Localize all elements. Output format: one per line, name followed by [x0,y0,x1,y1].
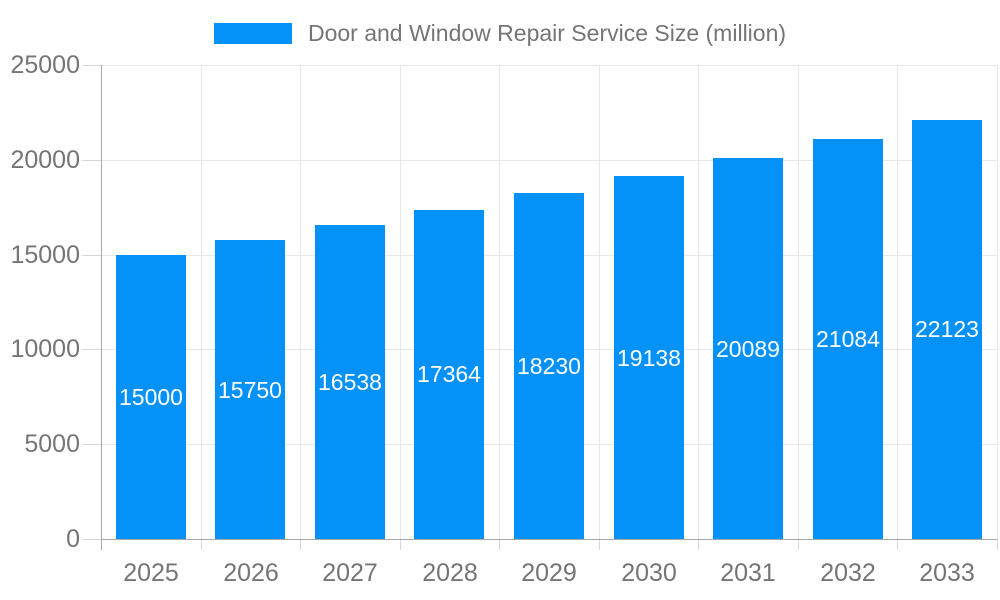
x-tick-1 [201,539,202,550]
bar-2027[interactable] [315,225,385,539]
bar-label-2027: 16538 [318,369,382,395]
x-tick-label-2029: 2029 [521,559,577,587]
x-tick-4 [499,539,500,550]
x-tick-label-2031: 2031 [720,559,776,587]
x-tick-5 [599,539,600,550]
y-tick-label-20000: 20000 [10,146,80,174]
y-tick-label-0: 0 [66,525,80,553]
x-axis-line [101,539,997,540]
y-tick-label-25000: 25000 [10,51,80,79]
bar-2032[interactable] [813,139,883,539]
y-tick-label-5000: 5000 [24,430,80,458]
bar-label-2028: 17364 [417,361,481,387]
gridline-v-1 [201,65,202,539]
bar-2029[interactable] [514,193,584,539]
x-tick-9 [997,539,998,550]
bar-label-2025: 15000 [119,384,183,410]
x-tick-7 [798,539,799,550]
x-tick-label-2030: 2030 [621,559,677,587]
gridline-v-8 [897,65,898,539]
legend-item[interactable]: Door and Window Repair Service Size (mil… [0,20,1000,46]
bar-label-2026: 15750 [218,377,282,403]
gridline-v-2 [300,65,301,539]
y-tick-10000 [82,349,101,350]
y-tick-label-15000: 15000 [10,241,80,269]
y-tick-label-10000: 10000 [10,335,80,363]
x-tick-label-2033: 2033 [919,559,975,587]
bar-2026[interactable] [215,240,285,539]
y-tick-25000 [82,65,101,66]
x-tick-3 [400,539,401,550]
x-tick-2 [300,539,301,550]
y-tick-20000 [82,160,101,161]
x-tick-label-2026: 2026 [223,559,279,587]
bar-2031[interactable] [713,158,783,539]
bar-label-2032: 21084 [816,326,880,352]
bar-2030[interactable] [614,176,684,539]
x-tick-label-2025: 2025 [123,559,179,587]
gridline-h-20000 [101,160,997,161]
bar-2025[interactable] [116,255,186,539]
x-tick-6 [698,539,699,550]
y-axis-line [101,65,102,550]
gridline-v-7 [798,65,799,539]
gridline-v-3 [400,65,401,539]
gridline-h-25000 [101,65,997,66]
x-tick-label-2028: 2028 [422,559,478,587]
y-tick-15000 [82,255,101,256]
bar-label-2031: 20089 [716,336,780,362]
legend-swatch [213,22,292,44]
x-tick-label-2032: 2032 [820,559,876,587]
bar-label-2030: 19138 [617,345,681,371]
y-tick-0 [82,539,101,540]
x-tick-label-2027: 2027 [322,559,378,587]
bar-2033[interactable] [912,120,982,539]
gridline-v-9 [997,65,998,539]
x-tick-8 [897,539,898,550]
bar-label-2033: 22123 [915,316,979,342]
legend-label: Door and Window Repair Service Size (mil… [307,20,787,46]
bar-label-2029: 18230 [517,353,581,379]
gridline-v-5 [599,65,600,539]
gridline-v-4 [499,65,500,539]
bar-2028[interactable] [414,210,484,539]
gridline-v-6 [698,65,699,539]
y-tick-5000 [82,444,101,445]
